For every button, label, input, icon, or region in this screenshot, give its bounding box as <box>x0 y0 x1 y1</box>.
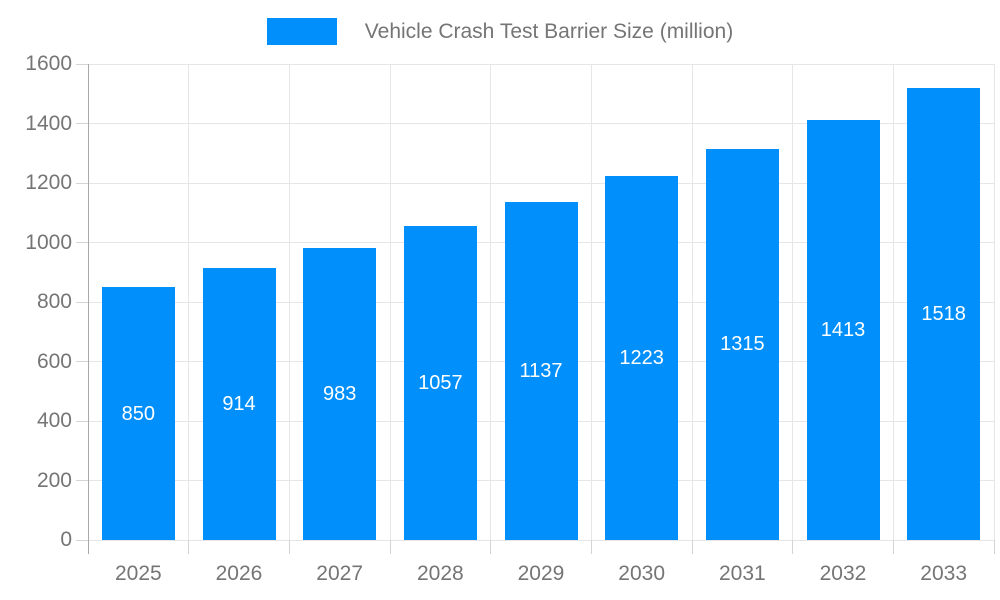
gridline-x-5 <box>590 64 592 540</box>
bar-2025[interactable] <box>101 287 175 540</box>
bar-value-label-2029: 1137 <box>519 359 563 382</box>
gridline-x-7 <box>792 64 794 540</box>
ytick-400 <box>76 420 88 422</box>
xtick-1 <box>188 540 190 554</box>
bar-2030[interactable] <box>605 176 679 540</box>
legend-swatch-icon <box>266 17 337 45</box>
gridline-x-4 <box>490 64 492 540</box>
y-axis-label-800: 800 <box>36 290 72 313</box>
x-axis-label-2033: 2033 <box>920 562 968 585</box>
ytick-1200 <box>76 182 88 184</box>
x-axis-label-2031: 2031 <box>718 562 766 585</box>
bar-2027[interactable] <box>303 247 377 540</box>
legend[interactable]: Vehicle Crash Test Barrier Size (million… <box>0 16 1000 46</box>
y-axis-label-1600: 1600 <box>25 52 72 75</box>
y-axis-label-400: 400 <box>36 409 72 432</box>
bar-2029[interactable] <box>504 201 578 540</box>
gridline-x-6 <box>691 64 693 540</box>
xtick-7 <box>792 540 794 554</box>
ytick-800 <box>76 301 88 303</box>
bar-value-label-2030: 1223 <box>619 347 664 370</box>
x-axis-label-2032: 2032 <box>819 562 867 585</box>
xtick-8 <box>892 540 894 554</box>
gridline-x-2 <box>288 64 290 540</box>
x-axis-label-2029: 2029 <box>517 562 565 585</box>
y-axis-label-1200: 1200 <box>25 171 72 194</box>
x-axis-label-2028: 2028 <box>416 562 464 585</box>
x-axis-label-2026: 2026 <box>215 562 263 585</box>
gridline-x-1 <box>188 64 190 540</box>
y-axis-label-1000: 1000 <box>25 230 72 254</box>
gridline-x-3 <box>389 64 391 540</box>
bar-value-label-2027: 983 <box>322 382 357 405</box>
ytick-1000 <box>76 242 88 243</box>
gridline-y-0 <box>88 539 994 541</box>
bar-value-label-2031: 1315 <box>720 333 765 356</box>
gridline-y-1400 <box>88 123 994 124</box>
y-axis-label-0: 0 <box>60 528 72 551</box>
bar-2032[interactable] <box>806 119 880 540</box>
xtick-6 <box>691 540 693 554</box>
legend-label: Vehicle Crash Test Barrier Size (million… <box>364 19 734 43</box>
y-axis-label-200: 200 <box>36 468 72 492</box>
bar-2028[interactable] <box>403 225 477 540</box>
bar-2033[interactable] <box>907 88 981 540</box>
ytick-1400 <box>76 123 88 124</box>
y-axis-label-1400: 1400 <box>25 111 72 135</box>
x-axis-label-2025: 2025 <box>114 562 162 585</box>
ytick-600 <box>76 361 88 362</box>
xtick-4 <box>490 540 492 554</box>
x-axis-label-2030: 2030 <box>618 562 666 585</box>
gridline-x-8 <box>892 64 894 540</box>
bar-2031[interactable] <box>705 148 779 540</box>
bar-value-label-2032: 1413 <box>820 318 866 341</box>
gridline-x-9 <box>993 64 995 540</box>
xtick-9 <box>993 540 995 554</box>
xtick-2 <box>288 540 290 554</box>
bar-value-label-2033: 1518 <box>921 303 966 326</box>
ytick-1600 <box>76 63 88 65</box>
gridline-y-1600 <box>88 63 994 65</box>
gridline-y-1200 <box>88 182 994 184</box>
x-axis-label-2027: 2027 <box>316 562 364 585</box>
ytick-200 <box>76 480 88 481</box>
bar-value-label-2026: 914 <box>222 393 256 416</box>
xtick-3 <box>389 540 391 554</box>
ytick-0 <box>76 539 88 541</box>
bar-2026[interactable] <box>202 268 276 540</box>
xtick-5 <box>590 540 592 554</box>
y-axis-label-600: 600 <box>36 349 72 373</box>
bar-value-label-2025: 850 <box>121 402 156 425</box>
y-axis-line <box>87 64 89 554</box>
bar-value-label-2028: 1057 <box>418 371 463 394</box>
